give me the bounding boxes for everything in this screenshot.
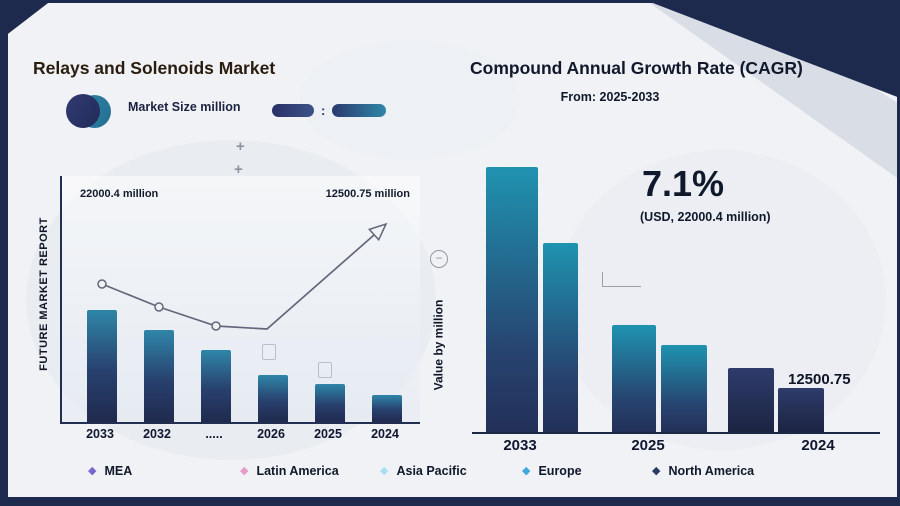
legend-item-asia-pacific: ◆ Asia Pacific (380, 464, 467, 478)
rbar-2024-primary (728, 368, 774, 432)
pie-icon-navy-slice (66, 94, 100, 128)
frame-edge-left (0, 0, 8, 506)
diamond-icon: ◆ (652, 464, 661, 477)
left-x-label-2032: 2032 (143, 427, 171, 441)
market-size-legend-label: Market Size million (128, 100, 241, 114)
trend-line-arrow (97, 222, 388, 331)
legend-item-north-america: ◆ North America (652, 464, 754, 478)
left-chart-y-axis-label: FUTURE MARKET REPORT (38, 217, 50, 371)
left-x-label-2024: 2024 (371, 427, 399, 441)
left-x-label-dots: ..... (205, 427, 223, 441)
background-blob-top (300, 40, 520, 160)
bar-2024 (372, 395, 402, 422)
legend-capsules: : (272, 103, 387, 118)
frame-edge-right (897, 0, 900, 506)
rbar-2033-secondary (543, 243, 578, 432)
bar-2032 (144, 330, 174, 422)
right-chart-title: Compound Annual Growth Rate (CAGR) (470, 58, 803, 78)
ghost-decoration (318, 362, 332, 378)
annotation-right-value: 12500.75 million (325, 188, 410, 200)
legend-label: MEA (104, 464, 133, 478)
diamond-icon: ◆ (88, 464, 97, 477)
bar-2033 (87, 310, 117, 422)
legend-label: North America (668, 464, 755, 478)
capsule-gradient (332, 104, 387, 117)
legend-item-mea: ◆ MEA (88, 464, 132, 478)
minus-circle-icon: − (430, 250, 448, 268)
right-chart-subtitle: From: 2025-2033 (560, 90, 660, 104)
annotation-left-value: 22000.4 million (80, 188, 159, 200)
frame-edge-bottom (0, 497, 900, 506)
plus-decoration-icon: + (234, 161, 243, 178)
step-decoration (602, 272, 641, 287)
left-x-label-2025: 2025 (314, 427, 342, 441)
background-blob-right (556, 150, 886, 450)
rbar-2025-primary (612, 325, 656, 432)
diamond-icon: ◆ (522, 464, 531, 477)
legend-item-latin-america: ◆ Latin America (240, 464, 339, 478)
legend-label: Latin America (256, 464, 339, 478)
diamond-icon: ◆ (240, 464, 249, 477)
right-x-label-2025: 2025 (631, 437, 665, 454)
left-chart-title: Relays and Solenoids Market (33, 58, 276, 78)
frame-edge-top (0, 0, 900, 3)
ghost-decoration (262, 344, 276, 360)
cagr-note: (USD, 22000.4 million) (640, 210, 771, 224)
right-x-label-2033: 2033 (503, 437, 537, 454)
right-x-label-2024: 2024 (801, 437, 835, 454)
data-label-12500: 12500.75 (788, 371, 851, 388)
rbar-2033-primary (486, 167, 538, 432)
capsule-separator: : (321, 103, 326, 118)
cagr-value: 7.1% (642, 163, 725, 204)
pie-icon (66, 94, 112, 130)
right-chart-y-axis-label: Value by million (431, 299, 446, 391)
diamond-icon: ◆ (380, 464, 389, 477)
left-x-label-2033: 2033 (86, 427, 114, 441)
bar-2025 (315, 384, 345, 422)
bar-2026 (258, 375, 288, 422)
left-chart-plot-area: 22000.4 million 12500.75 million (60, 176, 420, 424)
right-chart-baseline (472, 432, 880, 434)
rbar-2024-secondary (778, 388, 824, 432)
capsule-navy (272, 104, 314, 117)
plus-decoration-icon: + (236, 138, 245, 155)
legend-label: Asia Pacific (396, 464, 467, 478)
legend-label: Europe (538, 464, 582, 478)
legend-item-europe: ◆ Europe (522, 464, 582, 478)
left-x-label-2026: 2026 (257, 427, 285, 441)
bar-dots (201, 350, 231, 422)
rbar-2025-secondary (661, 345, 707, 432)
